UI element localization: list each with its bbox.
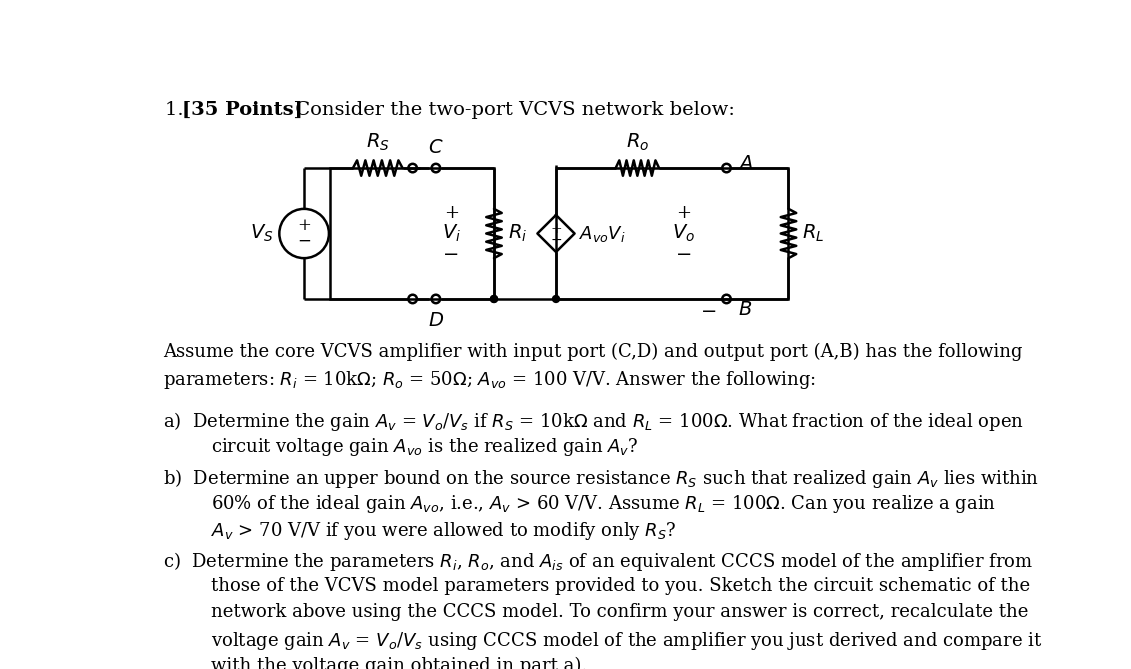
- Text: $\mathit{R_i}$: $\mathit{R_i}$: [508, 223, 527, 244]
- Text: $\mathit{R_o}$: $\mathit{R_o}$: [625, 131, 649, 153]
- Text: $\mathit{D}$: $\mathit{D}$: [428, 312, 443, 330]
- Text: −: −: [443, 246, 459, 264]
- Text: those of the VCVS model parameters provided to you. Sketch the circuit schematic: those of the VCVS model parameters provi…: [211, 577, 1030, 595]
- Text: +: +: [297, 217, 311, 234]
- Text: $\mathit{A_{vo}V_i}$: $\mathit{A_{vo}V_i}$: [579, 223, 625, 244]
- Text: +: +: [550, 222, 562, 236]
- Text: parameters: $\mathit{R_i}$ = 10k$\Omega$; $\mathit{R_o}$ = 50$\Omega$; $\mathit{: parameters: $\mathit{R_i}$ = 10k$\Omega$…: [163, 369, 815, 391]
- Text: 60% of the ideal gain $\mathit{A_{vo}}$, i.e., $\mathit{A_v}$ > 60 V/V. Assume $: 60% of the ideal gain $\mathit{A_{vo}}$,…: [211, 493, 996, 515]
- Text: Consider the two-port VCVS network below:: Consider the two-port VCVS network below…: [288, 101, 734, 119]
- Text: network above using the CCCS model. To confirm your answer is correct, recalcula: network above using the CCCS model. To c…: [211, 603, 1028, 622]
- Text: $\mathit{V_S}$: $\mathit{V_S}$: [250, 223, 274, 244]
- Text: −: −: [701, 303, 718, 321]
- Text: −: −: [675, 246, 692, 264]
- Circle shape: [491, 296, 498, 302]
- Text: +: +: [676, 204, 691, 221]
- Text: $\mathit{C}$: $\mathit{C}$: [429, 138, 443, 157]
- Text: $\mathit{R_S}$: $\mathit{R_S}$: [365, 131, 390, 153]
- Text: $\mathit{V_o}$: $\mathit{V_o}$: [672, 223, 696, 244]
- Text: [35 Points]: [35 Points]: [182, 101, 303, 119]
- Text: −: −: [550, 233, 562, 247]
- Text: 1.: 1.: [165, 101, 196, 119]
- Circle shape: [553, 296, 560, 302]
- Text: $\mathit{R_L}$: $\mathit{R_L}$: [803, 223, 824, 244]
- Text: $\mathit{V_i}$: $\mathit{V_i}$: [442, 223, 461, 244]
- Text: b)  Determine an upper bound on the source resistance $\mathit{R_S}$ such that r: b) Determine an upper bound on the sourc…: [163, 467, 1039, 490]
- Circle shape: [491, 296, 498, 302]
- Text: $\mathit{A}$: $\mathit{A}$: [739, 155, 753, 173]
- Text: circuit voltage gain $\mathit{A_{vo}}$ is the realized gain $\mathit{A_v}$?: circuit voltage gain $\mathit{A_{vo}}$ i…: [211, 436, 639, 458]
- Text: +: +: [443, 204, 459, 221]
- Text: Assume the core VCVS amplifier with input port (C,D) and output port (A,B) has t: Assume the core VCVS amplifier with inpu…: [163, 343, 1022, 361]
- Text: $\mathit{B}$: $\mathit{B}$: [739, 301, 752, 319]
- Text: −: −: [297, 233, 311, 250]
- Text: c)  Determine the parameters $\mathit{R_i}$, $\mathit{R_o}$, and $\mathit{A_{is}: c) Determine the parameters $\mathit{R_i…: [163, 551, 1033, 573]
- Text: a)  Determine the gain $\mathit{A_v}$ = $\mathit{V_o}$/$\mathit{V_s}$ if $\mathi: a) Determine the gain $\mathit{A_v}$ = $…: [163, 410, 1024, 433]
- Text: with the voltage gain obtained in part a).: with the voltage gain obtained in part a…: [211, 657, 587, 669]
- Text: voltage gain $\mathit{A_v}$ = $\mathit{V_o}$/$\mathit{V_s}$ using CCCS model of : voltage gain $\mathit{A_v}$ = $\mathit{V…: [211, 630, 1043, 652]
- Text: $\mathit{A_v}$ > 70 V/V if you were allowed to modify only $\mathit{R_S}$?: $\mathit{A_v}$ > 70 V/V if you were allo…: [211, 520, 676, 542]
